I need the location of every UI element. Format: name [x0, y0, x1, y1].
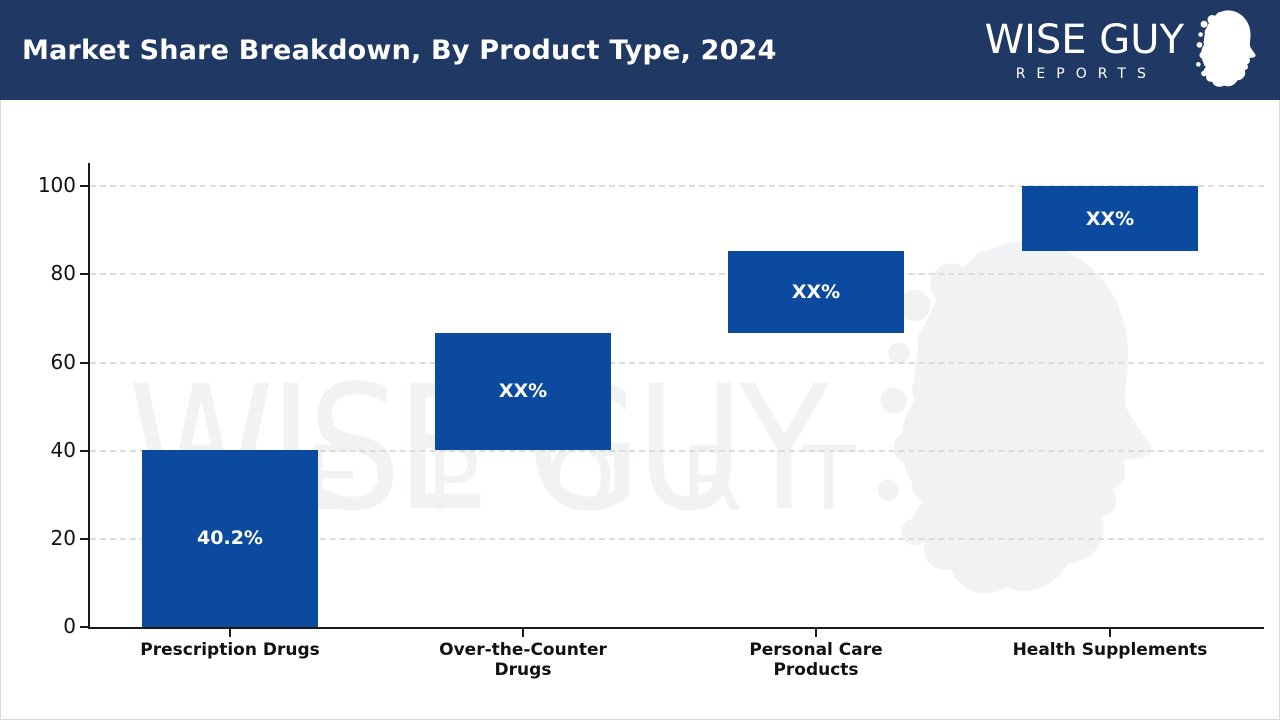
y-tick-label: 100 — [37, 173, 76, 198]
gridline — [90, 361, 1264, 364]
bar-segment: XX% — [728, 251, 904, 333]
y-tick-mark — [80, 537, 88, 540]
bar-segment: XX% — [435, 332, 611, 450]
y-tick-label: 60 — [50, 349, 76, 374]
x-category-label: Health Supplements — [980, 640, 1240, 660]
bar-value-label: XX% — [791, 280, 841, 303]
logo-text: WISE GUY REPORTS — [985, 20, 1184, 81]
y-tick-label: 40 — [50, 437, 76, 462]
wiseguy-logo: WISE GUY REPORTS — [985, 7, 1266, 93]
x-category-line: Over-the-Counter — [439, 640, 607, 660]
y-tick-mark — [80, 449, 88, 452]
x-category-label: Over-the-Counter Drugs — [393, 640, 653, 680]
bar-value-label: 40.2% — [197, 527, 263, 550]
x-category-line: Personal Care — [749, 640, 883, 660]
y-tick-label: 20 — [50, 525, 76, 550]
y-tick-mark — [80, 361, 88, 364]
bar-value-label: XX% — [1085, 207, 1135, 230]
x-tick-mark — [815, 629, 817, 637]
x-category-label: Personal Care Products — [686, 640, 946, 680]
gridline — [90, 185, 1264, 188]
x-category-line: Drugs — [494, 660, 552, 680]
x-axis-line — [88, 627, 1264, 629]
bar-segment: XX% — [1022, 186, 1198, 252]
y-tick-label: 0 — [63, 614, 76, 638]
x-tick-mark — [522, 629, 524, 637]
x-tick-mark — [1109, 629, 1111, 637]
waterfall-chart: WISE GUY REPORTS 0 20 40 60 80 100 40.2% Prescr… — [0, 100, 1280, 720]
y-tick-label: 80 — [50, 261, 76, 286]
plot-area: 0 20 40 60 80 100 40.2% Prescription Drugs XX% Ov… — [0, 100, 1280, 720]
gridline — [90, 449, 1264, 452]
wiseguy-face-icon — [1196, 10, 1256, 87]
y-axis-line — [88, 163, 90, 629]
gridline — [90, 537, 1264, 540]
x-category-line: Prescription Drugs — [140, 640, 320, 660]
y-tick-mark — [80, 185, 88, 188]
page-title: Market Share Breakdown, By Product Type,… — [22, 34, 777, 66]
report-header: Market Share Breakdown, By Product Type,… — [0, 0, 1280, 100]
logo-wordmark: WISE GUY — [984, 16, 1184, 63]
x-tick-mark — [229, 629, 231, 637]
bar-segment: 40.2% — [142, 449, 318, 627]
x-category-label: Prescription Drugs — [100, 640, 360, 660]
x-category-line: Products — [773, 660, 859, 680]
x-category-line: Health Supplements — [1012, 640, 1208, 660]
bar-value-label: XX% — [498, 380, 548, 403]
gridline — [90, 273, 1264, 276]
y-tick-mark — [80, 626, 88, 628]
y-tick-mark — [80, 273, 88, 276]
logo-subtext: REPORTS — [1015, 65, 1157, 82]
